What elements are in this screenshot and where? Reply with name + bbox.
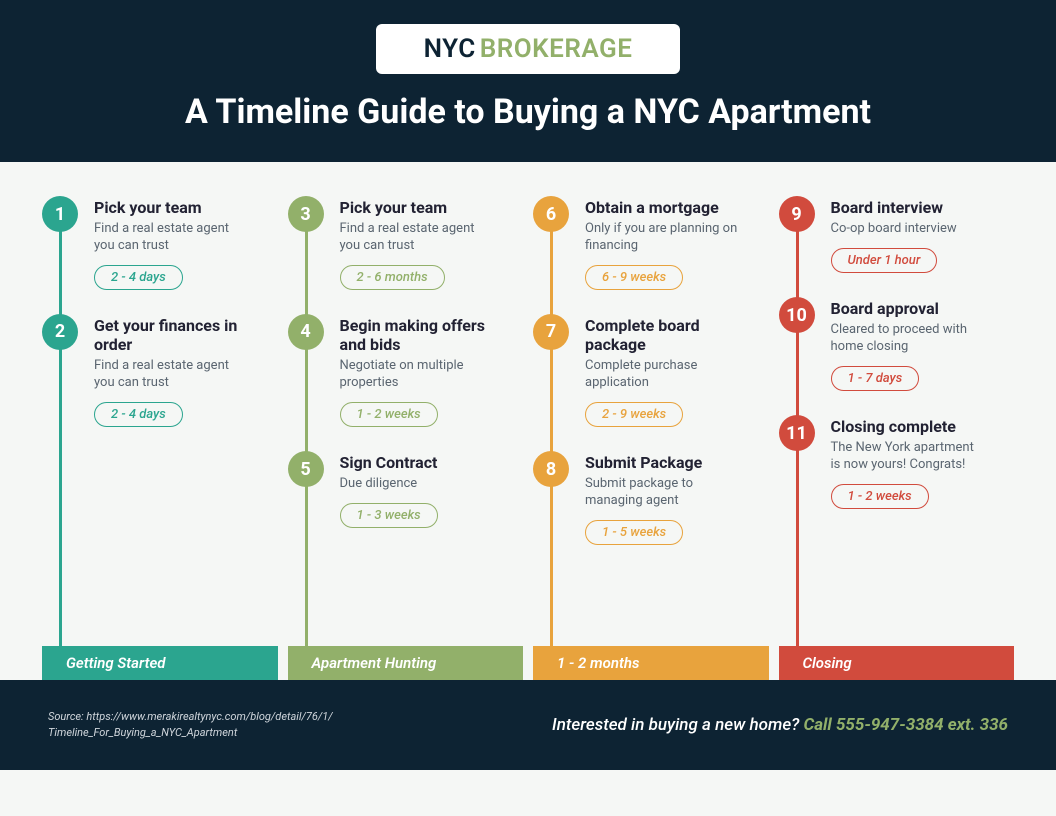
duration-pill: 1 - 5 weeks [585, 520, 683, 545]
step-number-badge: 6 [533, 196, 569, 232]
step-title: Submit Package [585, 453, 739, 472]
cta-text: Interested in buying a new home? [552, 715, 803, 735]
duration-pill: 1 - 2 weeks [831, 484, 929, 509]
step-title: Complete board package [585, 316, 739, 354]
step-body: Complete board package Complete purchase … [569, 314, 739, 427]
timeline-column: 9 Board interview Co-op board interview Und… [779, 196, 1015, 680]
step-title: Begin making offers and bids [340, 316, 494, 354]
footer-cta: Interested in buying a new home? Call 55… [552, 715, 1008, 735]
step-number-badge: 11 [779, 415, 815, 451]
column-label: Apartment Hunting [288, 646, 524, 680]
step-title: Board interview [831, 198, 957, 217]
cta-phone: Call 555-947-3384 ext. 336 [803, 715, 1008, 735]
step-number-badge: 7 [533, 314, 569, 350]
step-number-badge: 1 [42, 196, 78, 232]
step-number-badge: 9 [779, 196, 815, 232]
column-label: 1 - 2 months [533, 646, 769, 680]
duration-pill: 2 - 6 months [340, 265, 445, 290]
step-description: Find a real estate agent you can trust [94, 358, 248, 392]
duration-pill: Under 1 hour [831, 248, 938, 273]
step-description: Co-op board interview [831, 221, 957, 238]
step-title: Get your finances in order [94, 316, 248, 354]
timeline-step: 11 Closing complete The New York apartment… [779, 415, 1015, 509]
timeline-column: 1 Pick your team Find a real estate agent … [42, 196, 278, 680]
step-number-badge: 5 [288, 451, 324, 487]
step-description: Due diligence [340, 476, 438, 493]
logo-text-dark: NYC [424, 34, 476, 64]
timeline-step: 7 Complete board package Complete purchase… [533, 314, 769, 427]
step-title: Board approval [831, 299, 985, 318]
timeline-step: 5 Sign Contract Due diligence 1 - 3 weeks [288, 451, 524, 528]
timeline-step: 9 Board interview Co-op board interview Und… [779, 196, 1015, 273]
duration-pill: 2 - 9 weeks [585, 402, 683, 427]
step-number-badge: 3 [288, 196, 324, 232]
step-body: Closing complete The New York apartment i… [815, 415, 985, 509]
logo-text-light: BROKERAGE [480, 34, 633, 64]
step-description: Cleared to proceed with home closing [831, 322, 985, 356]
timeline-content: 1 Pick your team Find a real estate agent … [0, 162, 1056, 680]
column-inner: 3 Pick your team Find a real estate agent … [288, 196, 524, 646]
step-body: Begin making offers and bids Negotiate on… [324, 314, 494, 427]
column-label: Getting Started [42, 646, 278, 680]
timeline-step: 2 Get your finances in order Find a real e… [42, 314, 278, 427]
timeline-step: 4 Begin making offers and bids Negotiate o… [288, 314, 524, 427]
source-citation: Source: https://www.merakirealtynyc.com/… [48, 709, 333, 742]
step-body: Board interview Co-op board interview Unde… [815, 196, 957, 273]
source-line1: Source: https://www.merakirealtynyc.com/… [48, 710, 333, 723]
column-label: Closing [779, 646, 1015, 680]
column-inner: 6 Obtain a mortgage Only if you are planni… [533, 196, 769, 646]
step-number-badge: 8 [533, 451, 569, 487]
duration-pill: 6 - 9 weeks [585, 265, 683, 290]
timeline-step: 3 Pick your team Find a real estate agent … [288, 196, 524, 290]
step-description: Only if you are planning on financing [585, 221, 739, 255]
step-title: Pick your team [340, 198, 494, 217]
step-description: Find a real estate agent you can trust [340, 221, 494, 255]
source-line2: Timeline_For_Buying_a_NYC_Apartment [48, 726, 237, 739]
timeline-step: 6 Obtain a mortgage Only if you are planni… [533, 196, 769, 290]
step-body: Obtain a mortgage Only if you are plannin… [569, 196, 739, 290]
column-inner: 1 Pick your team Find a real estate agent … [42, 196, 278, 646]
timeline-column: 6 Obtain a mortgage Only if you are planni… [533, 196, 769, 680]
step-body: Board approval Cleared to proceed with ho… [815, 297, 985, 391]
step-number-badge: 4 [288, 314, 324, 350]
duration-pill: 1 - 7 days [831, 366, 920, 391]
timeline-step: 8 Submit Package Submit package to managin… [533, 451, 769, 545]
duration-pill: 2 - 4 days [94, 265, 183, 290]
step-description: Find a real estate agent you can trust [94, 221, 248, 255]
step-number-badge: 2 [42, 314, 78, 350]
step-title: Pick your team [94, 198, 248, 217]
step-description: Submit package to managing agent [585, 476, 739, 510]
duration-pill: 1 - 3 weeks [340, 503, 438, 528]
step-title: Sign Contract [340, 453, 438, 472]
step-body: Sign Contract Due diligence 1 - 3 weeks [324, 451, 438, 528]
duration-pill: 1 - 2 weeks [340, 402, 438, 427]
step-body: Pick your team Find a real estate agent y… [324, 196, 494, 290]
step-description: The New York apartment is now yours! Con… [831, 440, 985, 474]
step-description: Negotiate on multiple properties [340, 358, 494, 392]
step-body: Submit Package Submit package to managing… [569, 451, 739, 545]
footer: Source: https://www.merakirealtynyc.com/… [0, 680, 1056, 770]
step-number-badge: 10 [779, 297, 815, 333]
step-description: Complete purchase application [585, 358, 739, 392]
header: NYC BROKERAGE A Timeline Guide to Buying… [0, 0, 1056, 162]
page-title: A Timeline Guide to Buying a NYC Apartme… [0, 92, 1056, 132]
logo-box: NYC BROKERAGE [376, 24, 681, 74]
step-title: Obtain a mortgage [585, 198, 739, 217]
duration-pill: 2 - 4 days [94, 402, 183, 427]
step-title: Closing complete [831, 417, 985, 436]
timeline-step: 1 Pick your team Find a real estate agent … [42, 196, 278, 290]
timeline-step: 10 Board approval Cleared to proceed with … [779, 297, 1015, 391]
timeline-column: 3 Pick your team Find a real estate agent … [288, 196, 524, 680]
step-body: Pick your team Find a real estate agent y… [78, 196, 248, 290]
step-body: Get your finances in order Find a real es… [78, 314, 248, 427]
column-inner: 9 Board interview Co-op board interview Und… [779, 196, 1015, 646]
